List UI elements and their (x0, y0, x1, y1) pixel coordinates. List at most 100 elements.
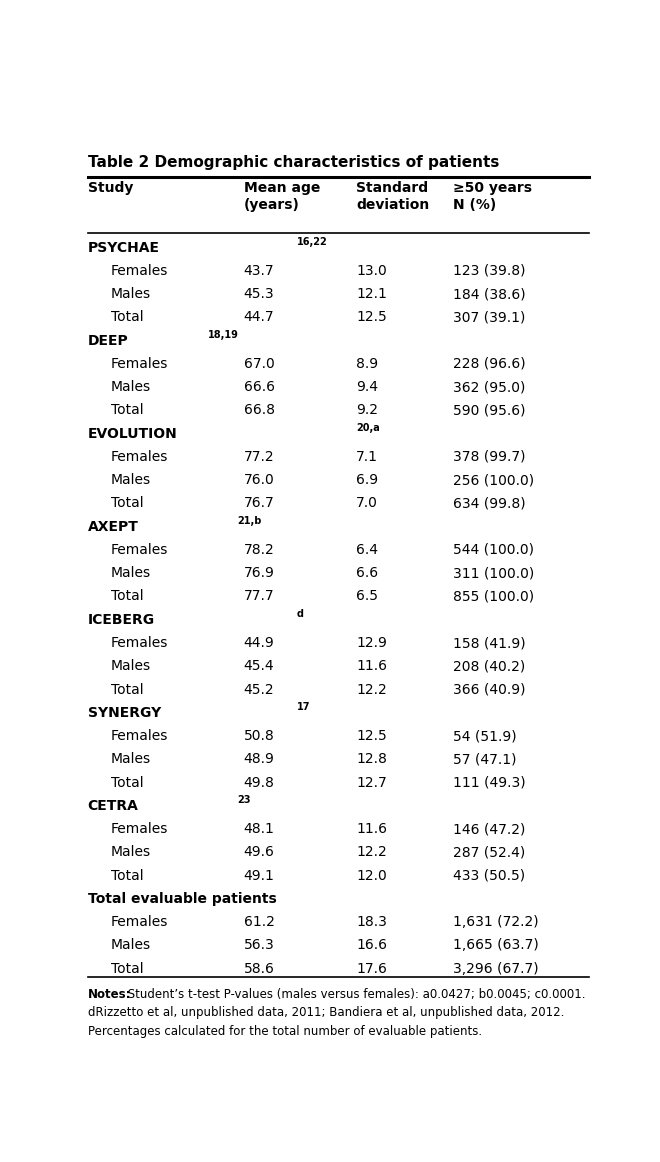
Text: Females: Females (111, 450, 168, 464)
Text: 12.2: 12.2 (356, 846, 387, 860)
Text: Total: Total (111, 682, 143, 696)
Text: EVOLUTION: EVOLUTION (88, 426, 178, 440)
Text: 49.8: 49.8 (244, 775, 275, 790)
Text: 256 (100.0): 256 (100.0) (453, 473, 535, 487)
Text: 3,296 (67.7): 3,296 (67.7) (453, 962, 539, 976)
Text: 6.6: 6.6 (356, 566, 378, 580)
Text: 123 (39.8): 123 (39.8) (453, 264, 526, 278)
Text: dRizzetto et al, unpublished data, 2011; Bandiera et al, unpublished data, 2012.: dRizzetto et al, unpublished data, 2011;… (88, 1006, 564, 1019)
Text: Males: Males (111, 473, 150, 487)
Text: 54 (51.9): 54 (51.9) (453, 729, 517, 743)
Text: 23: 23 (238, 795, 251, 805)
Text: 13.0: 13.0 (356, 264, 387, 278)
Text: Total: Total (111, 496, 143, 510)
Text: 9.4: 9.4 (356, 380, 378, 394)
Text: 76.9: 76.9 (244, 566, 275, 580)
Text: 6.9: 6.9 (356, 473, 378, 487)
Text: 307 (39.1): 307 (39.1) (453, 310, 526, 324)
Text: 208 (40.2): 208 (40.2) (453, 659, 525, 673)
Text: 43.7: 43.7 (244, 264, 275, 278)
Text: 49.6: 49.6 (244, 846, 275, 860)
Text: Females: Females (111, 729, 168, 743)
Text: 6.4: 6.4 (356, 543, 378, 557)
Text: Total: Total (111, 775, 143, 790)
Text: 77.2: 77.2 (244, 450, 275, 464)
Text: Females: Females (111, 823, 168, 837)
Text: Total: Total (111, 403, 143, 417)
Text: 184 (38.6): 184 (38.6) (453, 287, 526, 301)
Text: 311 (100.0): 311 (100.0) (453, 566, 535, 580)
Text: 634 (99.8): 634 (99.8) (453, 496, 526, 510)
Text: 433 (50.5): 433 (50.5) (453, 869, 525, 883)
Text: 12.7: 12.7 (356, 775, 387, 790)
Text: 50.8: 50.8 (244, 729, 275, 743)
Text: 77.7: 77.7 (244, 589, 275, 603)
Text: 855 (100.0): 855 (100.0) (453, 589, 535, 603)
Text: AXEPT: AXEPT (88, 519, 139, 533)
Text: Males: Males (111, 752, 150, 766)
Text: 11.6: 11.6 (356, 659, 387, 673)
Text: Females: Females (111, 357, 168, 371)
Text: 362 (95.0): 362 (95.0) (453, 380, 526, 394)
Text: ICEBERG: ICEBERG (88, 612, 154, 626)
Text: 20,a: 20,a (356, 423, 380, 433)
Text: 61.2: 61.2 (244, 916, 275, 930)
Text: Males: Males (111, 380, 150, 394)
Text: 366 (40.9): 366 (40.9) (453, 682, 526, 696)
Text: 6.5: 6.5 (356, 589, 378, 603)
Text: Females: Females (111, 264, 168, 278)
Text: 18,19: 18,19 (208, 330, 239, 340)
Text: 49.1: 49.1 (244, 869, 275, 883)
Text: Males: Males (111, 566, 150, 580)
Text: Males: Males (111, 287, 150, 301)
Text: 17.6: 17.6 (356, 962, 387, 976)
Text: 44.7: 44.7 (244, 310, 275, 324)
Text: Standard
deviation: Standard deviation (356, 181, 430, 211)
Text: 228 (96.6): 228 (96.6) (453, 357, 526, 371)
Text: 7.1: 7.1 (356, 450, 378, 464)
Text: 45.4: 45.4 (244, 659, 275, 673)
Text: Females: Females (111, 636, 168, 650)
Text: 12.5: 12.5 (356, 310, 387, 324)
Text: SYNERGY: SYNERGY (88, 705, 161, 719)
Text: 21,b: 21,b (238, 516, 262, 526)
Text: Males: Males (111, 659, 150, 673)
Text: Mean age
(years): Mean age (years) (244, 181, 320, 211)
Text: 66.6: 66.6 (244, 380, 275, 394)
Text: Total: Total (111, 589, 143, 603)
Text: Total evaluable patients: Total evaluable patients (88, 892, 277, 906)
Text: 48.9: 48.9 (244, 752, 275, 766)
Text: Student’s t-test P-values (males versus females): a0.0427; b0.0045; c0.0001.: Student’s t-test P-values (males versus … (125, 988, 586, 1000)
Text: 16.6: 16.6 (356, 939, 387, 953)
Text: 12.2: 12.2 (356, 682, 387, 696)
Text: 58.6: 58.6 (244, 962, 275, 976)
Text: 78.2: 78.2 (244, 543, 275, 557)
Text: Males: Males (111, 846, 150, 860)
Text: 12.8: 12.8 (356, 752, 387, 766)
Text: 18.3: 18.3 (356, 916, 387, 930)
Text: 9.2: 9.2 (356, 403, 378, 417)
Text: 1,665 (63.7): 1,665 (63.7) (453, 939, 539, 953)
Text: 76.7: 76.7 (244, 496, 275, 510)
Text: 158 (41.9): 158 (41.9) (453, 636, 526, 650)
Text: Females: Females (111, 543, 168, 557)
Text: 66.8: 66.8 (244, 403, 275, 417)
Text: Percentages calculated for the total number of evaluable patients.: Percentages calculated for the total num… (88, 1025, 482, 1038)
Text: 57 (47.1): 57 (47.1) (453, 752, 517, 766)
Text: 12.9: 12.9 (356, 636, 387, 650)
Text: 76.0: 76.0 (244, 473, 275, 487)
Text: 590 (95.6): 590 (95.6) (453, 403, 526, 417)
Text: PSYCHAE: PSYCHAE (88, 241, 160, 254)
Text: 378 (99.7): 378 (99.7) (453, 450, 526, 464)
Text: 7.0: 7.0 (356, 496, 378, 510)
Text: Study: Study (88, 181, 133, 195)
Text: 11.6: 11.6 (356, 823, 387, 837)
Text: Males: Males (111, 939, 150, 953)
Text: d: d (297, 609, 304, 619)
Text: CETRA: CETRA (88, 798, 139, 813)
Text: 111 (49.3): 111 (49.3) (453, 775, 526, 790)
Text: ≥50 years
N (%): ≥50 years N (%) (453, 181, 533, 211)
Text: 17: 17 (297, 702, 310, 712)
Text: Females: Females (111, 916, 168, 930)
Text: 8.9: 8.9 (356, 357, 378, 371)
